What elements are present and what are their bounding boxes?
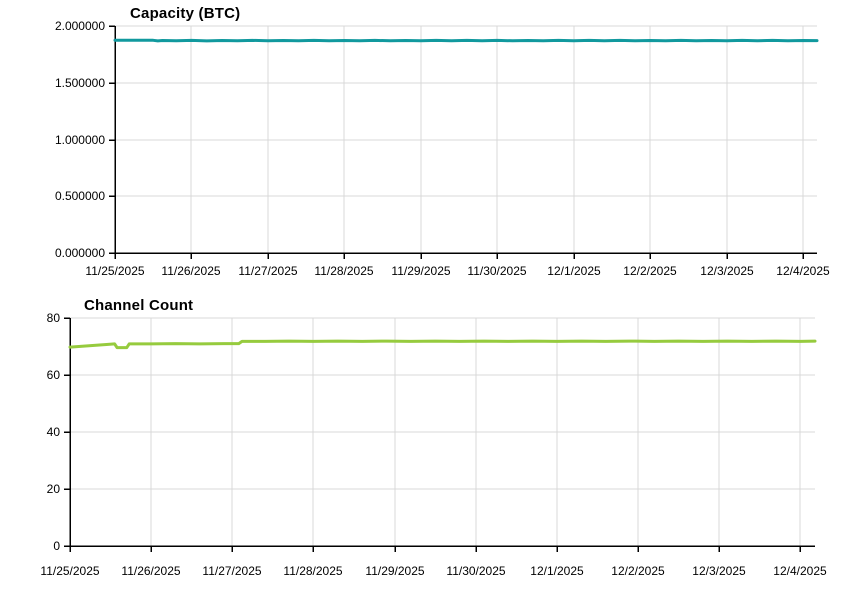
x-tick-label: 11/28/2025 [283, 564, 342, 578]
x-tick-label: 12/1/2025 [547, 264, 601, 278]
y-tick-label: 0.000000 [55, 246, 105, 260]
x-tick-label: 12/2/2025 [623, 264, 677, 278]
x-tick-label: 11/27/2025 [238, 264, 297, 278]
x-tick-label: 11/25/2025 [40, 564, 99, 578]
y-tick-label: 40 [47, 425, 61, 439]
y-tick-label: 20 [47, 482, 61, 496]
channel-count-chart-line [68, 339, 817, 350]
x-tick-label: 11/28/2025 [314, 264, 373, 278]
x-tick-label: 12/4/2025 [773, 564, 827, 578]
x-tick-label: 12/2/2025 [611, 564, 665, 578]
x-tick-label: 11/30/2025 [467, 264, 526, 278]
y-tick-label: 80 [47, 311, 61, 325]
y-tick-label: 2.000000 [55, 19, 105, 33]
y-tick-label: 0 [53, 539, 60, 553]
capacity-chart-title: Capacity (BTC) [130, 5, 241, 22]
y-tick-label: 60 [47, 368, 61, 382]
y-tick-label: 1.000000 [55, 133, 105, 147]
capacity-chart: 0.000000 0.500000 1.000000 1.500000 2.000000… [55, 19, 830, 278]
channel-count-chart-title: Channel Count [84, 297, 194, 314]
x-tick-label: 11/26/2025 [161, 264, 220, 278]
x-tick-label: 11/29/2025 [391, 264, 450, 278]
x-tick-label: 12/1/2025 [530, 564, 584, 578]
x-tick-label: 12/3/2025 [700, 264, 754, 278]
x-tick-label: 11/29/2025 [365, 564, 424, 578]
y-tick-label: 1.500000 [55, 76, 105, 90]
capacity-chart-line [113, 38, 819, 43]
y-tick-label: 0.500000 [55, 189, 105, 203]
x-tick-label: 11/27/2025 [202, 564, 261, 578]
channel-count-chart: 0 20 40 60 80 11/25/2025 11/26/2025 11/27/2025 1… [40, 311, 827, 578]
x-tick-label: 12/3/2025 [692, 564, 746, 578]
x-tick-label: 12/4/2025 [776, 264, 830, 278]
x-tick-label: 11/25/2025 [85, 264, 144, 278]
x-tick-label: 11/30/2025 [446, 564, 505, 578]
x-tick-label: 11/26/2025 [121, 564, 180, 578]
